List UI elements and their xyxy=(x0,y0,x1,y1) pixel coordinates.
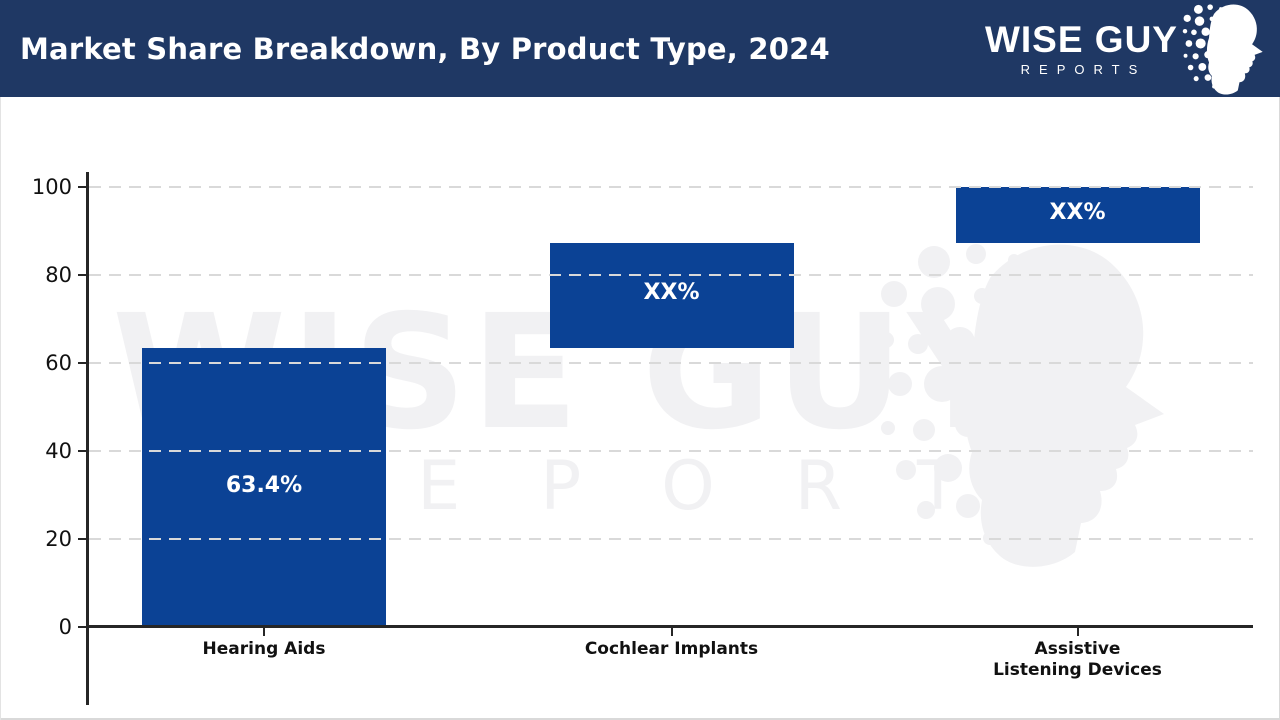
y-tick-0 xyxy=(78,626,86,628)
gridline-20 xyxy=(89,538,1253,540)
y-tick-100 xyxy=(78,186,86,188)
bar-value-label-cochlear-implants: XX% xyxy=(643,280,700,306)
brand-face-icon xyxy=(1182,4,1263,95)
y-tick-80 xyxy=(78,274,86,276)
y-tick-label-20: 20 xyxy=(45,527,72,551)
bar-cochlear-implants xyxy=(549,242,794,349)
chart-title: Market Share Breakdown, By Product Type,… xyxy=(20,31,830,66)
gridline-60 xyxy=(89,362,1253,364)
x-tick-label-hearing-aids: Hearing Aids xyxy=(202,639,326,659)
y-tick-label-80: 80 xyxy=(45,263,72,287)
gridline-80 xyxy=(89,274,1253,276)
y-tick-20 xyxy=(78,538,86,540)
brand-logo: WISE GUY REPORTS xyxy=(985,1,1280,96)
bar-hearing-aids xyxy=(142,348,386,627)
y-tick-label-100: 100 xyxy=(31,175,72,199)
bar-value-label-assistive-listening-devices: XX% xyxy=(1049,199,1106,225)
y-tick-60 xyxy=(78,362,86,364)
plot-area: WISE GUY REPORTS 0 20 40 60 80 100 63.4% Hearin… xyxy=(0,97,1280,720)
x-axis xyxy=(86,625,1253,628)
watermark-text-line2: REPORTS xyxy=(290,447,1162,526)
x-tick-cochlear-implants xyxy=(670,628,673,636)
x-tick-label-cochlear-implants: Cochlear Implants xyxy=(584,639,759,659)
y-tick-label-60: 60 xyxy=(45,351,72,375)
brand-subtitle: REPORTS xyxy=(1020,62,1147,77)
header-band: Market Share Breakdown, By Product Type,… xyxy=(0,0,1280,97)
y-axis xyxy=(86,172,89,705)
x-tick-hearing-aids xyxy=(263,628,265,636)
gridline-40 xyxy=(89,450,1253,452)
brand-name: WISE GUY xyxy=(984,19,1178,60)
bar-assistive-listening-devices xyxy=(955,187,1200,243)
bar-value-label-hearing-aids: 63.4% xyxy=(225,472,303,498)
brand-logo-text: WISE GUY REPORTS xyxy=(985,21,1178,76)
x-tick-label-assistive-listening-devices: Assistive Listening Devices xyxy=(993,639,1162,681)
y-tick-label-0: 0 xyxy=(58,615,72,639)
gridline-100 xyxy=(89,186,1253,188)
watermark-face-icon xyxy=(878,244,1164,567)
x-tick-assistive-listening-devices xyxy=(1076,628,1079,636)
y-tick-40 xyxy=(78,450,86,452)
y-tick-label-40: 40 xyxy=(45,439,72,463)
